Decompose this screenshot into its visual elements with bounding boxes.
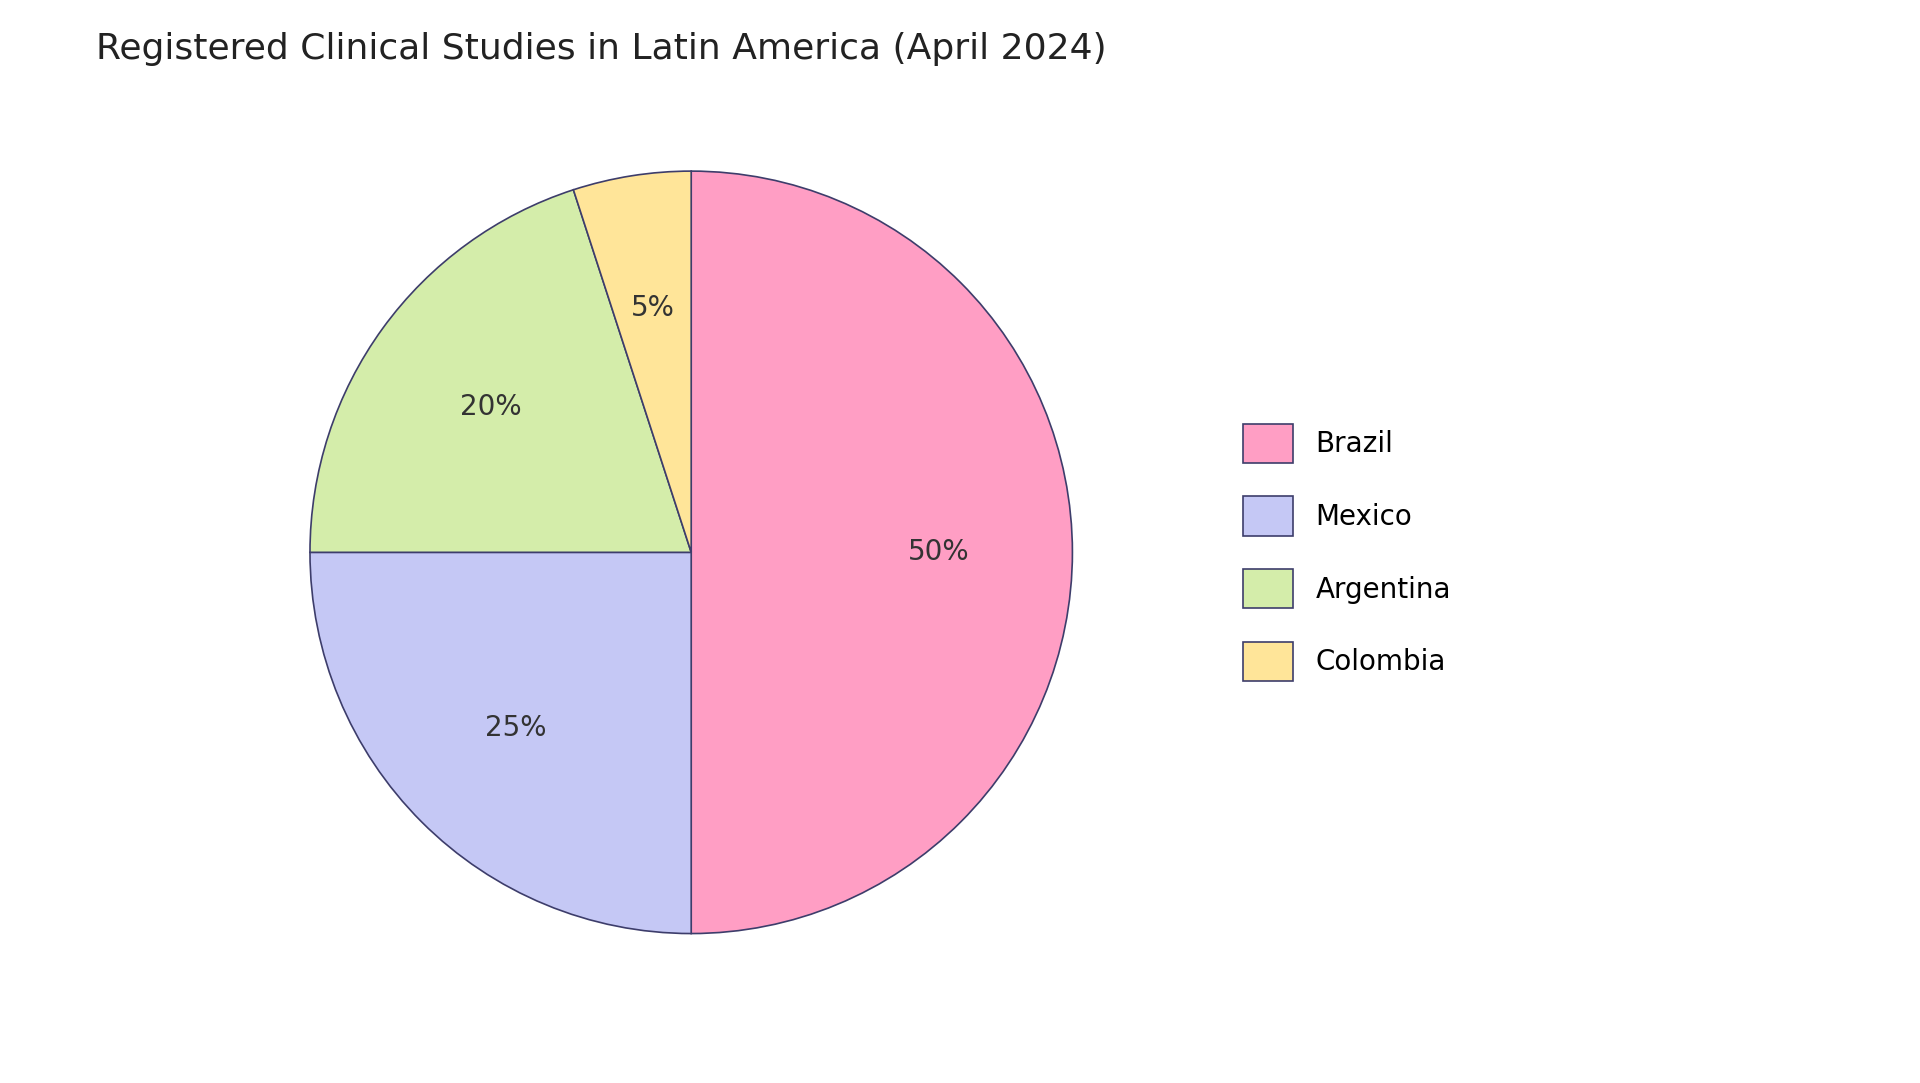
Wedge shape bbox=[309, 552, 691, 934]
Wedge shape bbox=[691, 171, 1073, 934]
Text: Registered Clinical Studies in Latin America (April 2024): Registered Clinical Studies in Latin Ame… bbox=[96, 32, 1106, 66]
Text: 20%: 20% bbox=[461, 393, 522, 420]
Wedge shape bbox=[574, 171, 691, 552]
Text: 50%: 50% bbox=[908, 538, 970, 566]
Legend: Brazil, Mexico, Argentina, Colombia: Brazil, Mexico, Argentina, Colombia bbox=[1229, 409, 1465, 695]
Text: 25%: 25% bbox=[486, 714, 547, 742]
Wedge shape bbox=[309, 190, 691, 552]
Text: 5%: 5% bbox=[630, 293, 674, 322]
